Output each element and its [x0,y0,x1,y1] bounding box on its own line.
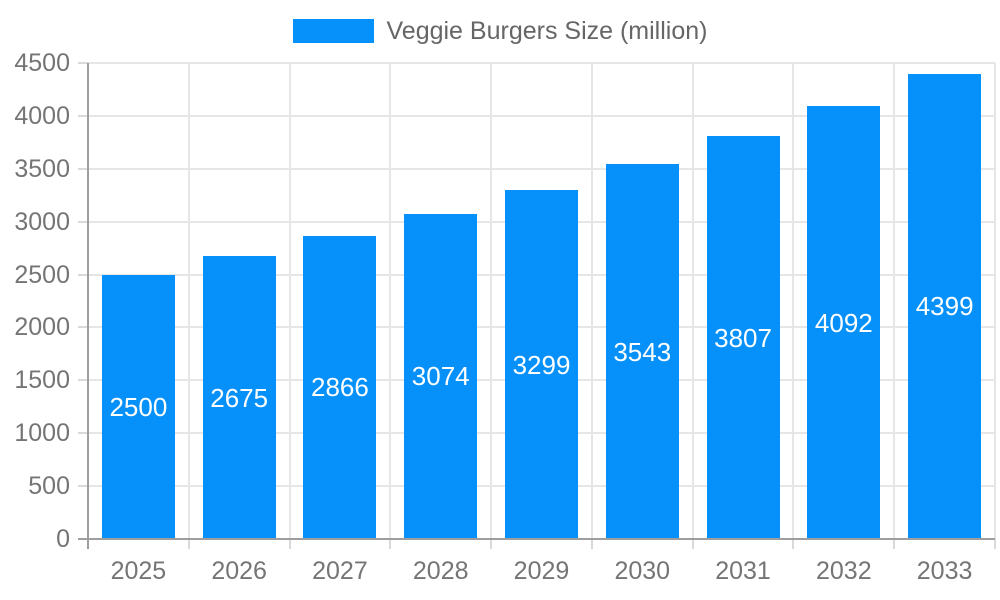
gridline-vertical [691,63,694,539]
x-axis-tick [691,539,694,549]
x-axis-label: 2026 [211,557,267,585]
y-axis-label: 4000 [14,101,70,130]
y-axis-label: 3500 [14,154,70,183]
gridline-vertical [288,63,291,539]
x-axis-label: 2025 [110,557,167,585]
y-axis-label: 4500 [14,49,70,77]
y-axis-tick [78,326,88,329]
bar-2028[interactable] [404,213,478,539]
gridline-vertical [994,63,996,539]
bar-2026[interactable] [202,256,276,539]
y-axis-label: 1500 [14,366,70,395]
bar-2030[interactable] [605,164,679,539]
bar-2032[interactable] [807,106,881,539]
gridline-horizontal [88,62,995,64]
gridline-vertical [590,63,593,539]
gridline-vertical [792,63,795,539]
x-axis-line [78,538,995,540]
y-axis-tick [78,485,88,488]
x-axis-label: 2033 [916,557,973,585]
y-axis-tick [78,432,88,435]
bar-2027[interactable] [303,235,377,539]
gridline-vertical [893,63,896,539]
x-axis-tick [792,539,795,549]
gridline-vertical [187,63,190,539]
legend-label: Veggie Burgers Size (million) [386,16,708,45]
x-axis-tick [288,539,291,549]
y-axis-label: 500 [28,472,70,501]
legend-swatch [292,19,374,43]
gridline-horizontal [88,114,995,117]
y-axis-tick [78,62,88,64]
x-axis-tick [994,539,996,549]
y-axis-line [87,63,89,549]
y-axis-label: 1000 [14,419,70,448]
x-axis-tick [893,539,896,549]
gridline-horizontal [88,167,995,170]
x-axis-tick [590,539,593,549]
bar-2033[interactable] [908,73,982,539]
x-axis-label: 2028 [412,557,469,585]
bar-2029[interactable] [505,190,578,539]
y-axis-label: 3000 [14,207,70,236]
x-axis-label: 2031 [715,557,771,585]
x-axis-label: 2027 [312,557,368,585]
x-axis-label: 2029 [513,557,570,585]
y-axis-tick [78,114,88,117]
gridline-vertical [389,63,392,539]
gridline-vertical [490,63,493,539]
y-axis-tick [78,220,88,223]
bar-2031[interactable] [706,136,780,539]
chart-legend[interactable]: Veggie Burgers Size (million) [0,16,1000,45]
y-axis-tick [78,379,88,382]
x-axis-tick [187,539,190,549]
bar-2025[interactable] [101,274,175,539]
y-axis-label: 2500 [14,260,70,289]
x-axis-label: 2032 [816,557,872,585]
x-axis-label: 2030 [614,557,671,585]
y-axis-tick [78,273,88,276]
x-axis-tick [389,539,392,549]
y-axis-label: 0 [56,525,70,553]
y-axis-tick [78,167,88,170]
x-axis-tick [490,539,493,549]
y-axis-label: 2000 [14,313,70,342]
